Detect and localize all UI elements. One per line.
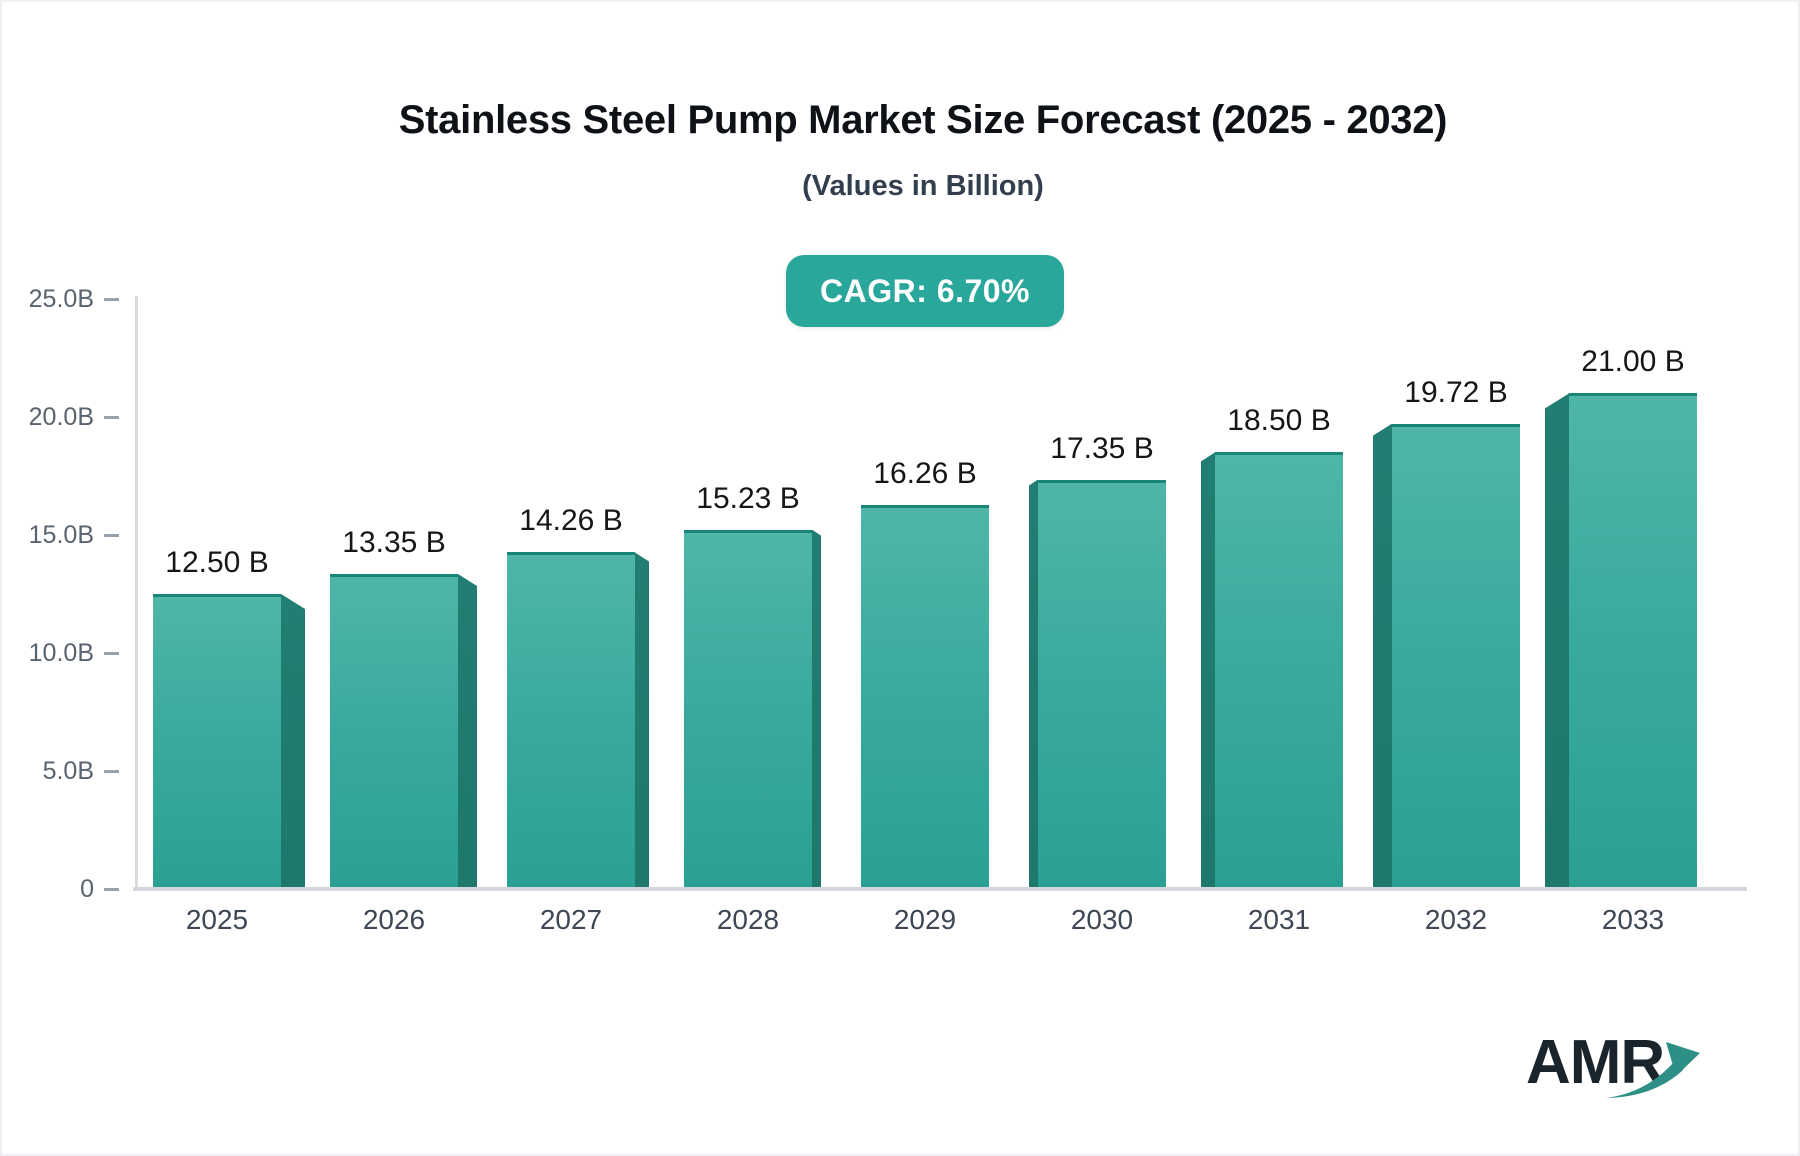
chart-title: Stainless Steel Pump Market Size Forecas… — [398, 98, 1448, 142]
x-axis-label: 2029 — [893, 904, 957, 935]
y-axis-label: 25.0B — [28, 285, 94, 313]
bar-value-label: 19.72 B — [1404, 375, 1508, 409]
bar-side-shadow — [635, 552, 649, 889]
bar-2026 — [330, 573, 458, 889]
bar-2033 — [1569, 393, 1697, 889]
bar-value-label: 14.26 B — [519, 504, 623, 538]
cagr-badge: CAGR: 6.70% — [786, 255, 1064, 327]
bar-2029 — [861, 505, 989, 889]
bar-2032 — [1392, 423, 1520, 889]
trend-arrow-icon — [1606, 1042, 1700, 1098]
y-axis-line — [135, 296, 138, 891]
bar-value-label: 13.35 B — [342, 525, 446, 559]
y-axis-tick — [104, 297, 119, 301]
bar-2030 — [1038, 479, 1166, 889]
x-axis-label: 2028 — [716, 904, 780, 935]
bar-side-shadow — [812, 529, 821, 889]
bar-value-label: 17.35 B — [1050, 431, 1154, 465]
chart-subtitle: (Values in Billion) — [802, 170, 1044, 202]
bar-value-label: 15.23 B — [696, 481, 800, 515]
bar-side-shadow — [1373, 423, 1392, 889]
amr-logo: AMR — [1526, 1028, 1726, 1108]
bar-2025 — [153, 594, 281, 889]
y-axis-label: 0 — [80, 875, 94, 903]
x-axis-label: 2033 — [1601, 904, 1665, 935]
x-axis-label: 2027 — [539, 904, 603, 935]
x-axis-label: 2026 — [362, 904, 426, 935]
bar-side-shadow — [1201, 452, 1215, 889]
bar-side-shadow — [1029, 479, 1038, 889]
y-axis-label: 15.0B — [28, 521, 94, 549]
x-axis-label: 2025 — [185, 904, 249, 935]
bar-side-shadow — [458, 573, 477, 889]
y-axis-tick — [104, 415, 119, 419]
y-axis-label: 5.0B — [42, 757, 94, 785]
bar-value-label: 12.50 B — [165, 546, 269, 579]
x-axis-label: 2031 — [1247, 904, 1311, 935]
bar-2028 — [684, 529, 812, 889]
x-axis-line — [133, 887, 1747, 891]
y-axis-label: 10.0B — [28, 639, 94, 667]
y-axis-label: 20.0B — [28, 403, 94, 431]
bar-side-shadow — [1545, 393, 1569, 889]
bar-2027 — [507, 552, 635, 889]
x-axis-label: 2032 — [1424, 904, 1488, 935]
bar-value-label: 16.26 B — [873, 457, 977, 491]
y-axis-tick — [104, 533, 119, 537]
bar-2031 — [1215, 452, 1343, 889]
y-axis-tick — [104, 651, 119, 655]
amr-logo-text: AMR — [1526, 1028, 1665, 1097]
y-axis-tick — [104, 887, 119, 891]
y-axis-tick — [104, 769, 119, 773]
bar-value-label: 18.50 B — [1227, 404, 1331, 438]
bar-value-label: 21.00 B — [1581, 345, 1685, 379]
x-axis-label: 2030 — [1070, 904, 1134, 935]
bar-side-shadow — [281, 594, 305, 889]
